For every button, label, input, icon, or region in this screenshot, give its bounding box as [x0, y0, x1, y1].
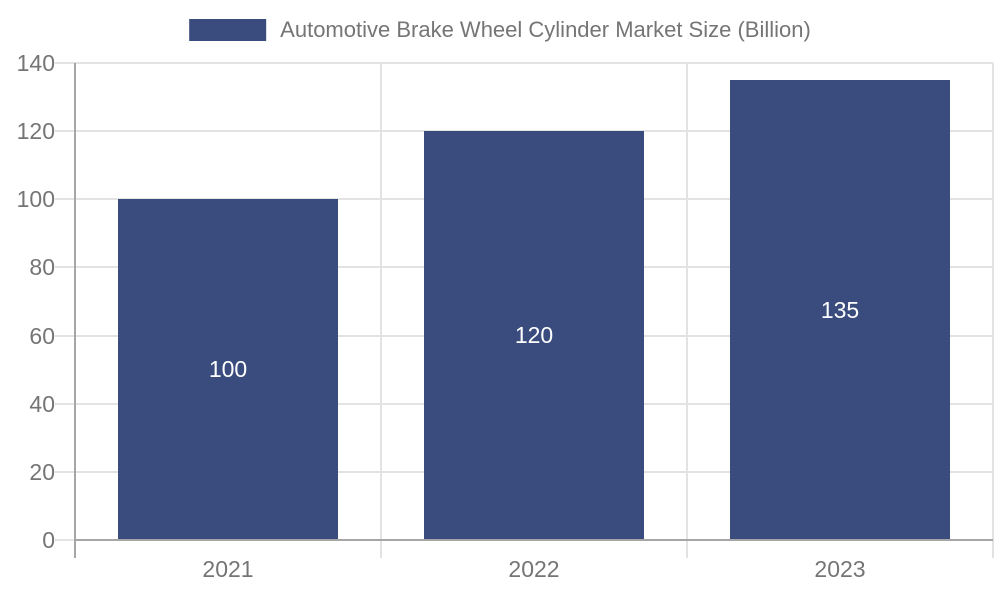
bar-2023: 135: [730, 80, 950, 540]
y-tick-label: 0: [42, 527, 55, 553]
y-tick-label: 60: [29, 322, 55, 349]
plot-area: 0 20 40 60 80 100 120 140 100 2021 120 2022 135 2023: [17, 50, 994, 582]
y-tick-label: 20: [29, 458, 55, 485]
x-tick-label-2021: 2021: [202, 556, 254, 582]
x-axis-line: [74, 539, 993, 541]
bar-value-label: 120: [514, 322, 554, 349]
y-tick-label: 140: [16, 50, 55, 76]
bar-2022: 120: [424, 131, 644, 540]
y-tick-label: 80: [29, 254, 55, 281]
bar-2021: 100: [118, 199, 338, 540]
gridline-y-140: [55, 62, 993, 64]
gridline-x-1: [380, 63, 382, 558]
legend-swatch: [189, 19, 267, 41]
x-tick-label-2023: 2023: [814, 556, 866, 582]
y-axis-line: [74, 63, 76, 558]
y-tick-label: 100: [16, 186, 55, 213]
legend: Automotive Brake Wheel Cylinder Market S…: [189, 17, 811, 43]
x-tick-label-2022: 2022: [508, 556, 560, 582]
y-tick-label: 120: [16, 118, 55, 145]
legend-label: Automotive Brake Wheel Cylinder Market S…: [280, 17, 811, 42]
gridline-x-3: [992, 63, 994, 558]
gridline-x-2: [686, 63, 688, 558]
bar-value-label: 135: [820, 296, 860, 323]
bar-value-label: 100: [208, 356, 248, 383]
y-tick-label: 40: [29, 390, 55, 417]
